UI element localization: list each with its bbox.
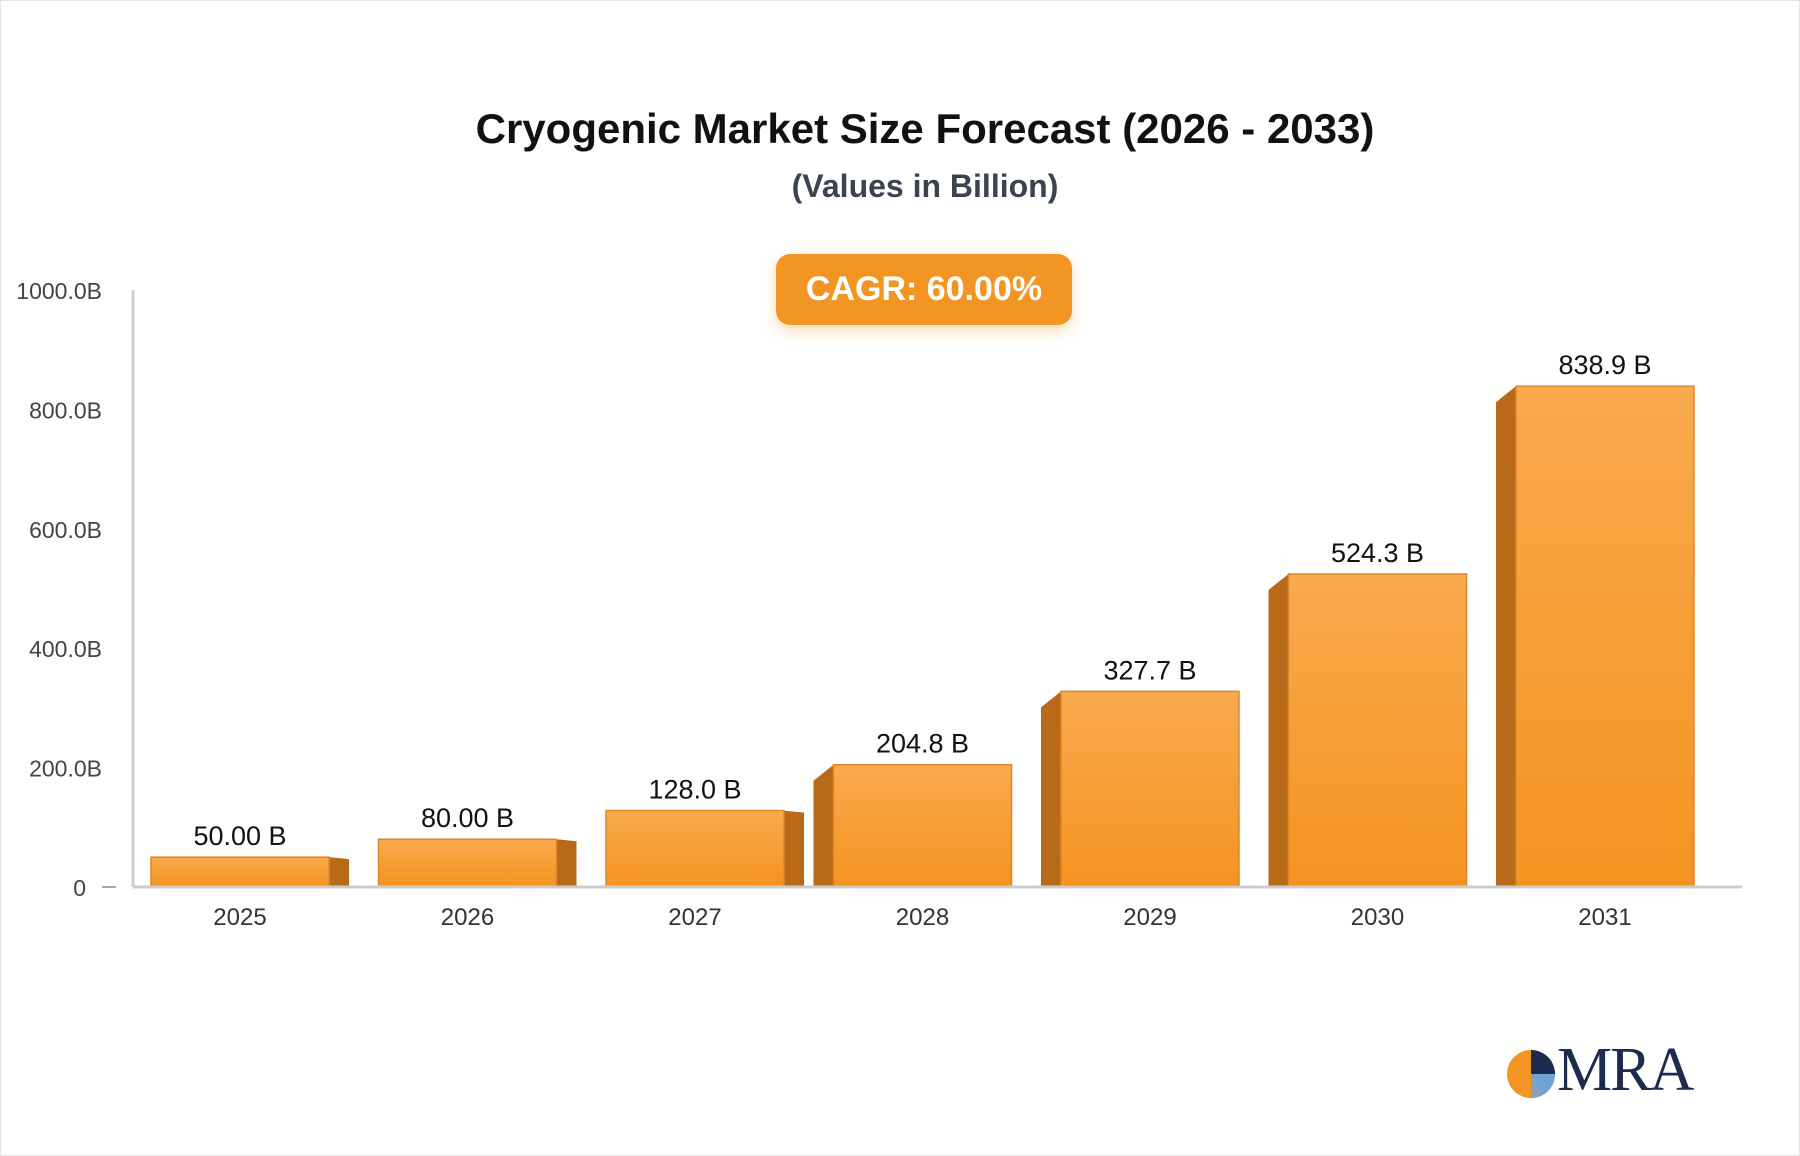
bar-2026: [377, 838, 577, 888]
logo-pie-icon: [1507, 1050, 1556, 1099]
bar-side: [813, 764, 834, 887]
y-tick-label: 200.0B: [29, 756, 102, 782]
x-tick-label: 2029: [1123, 904, 1176, 931]
bar-face: [1287, 573, 1468, 888]
x-tick-label: 2025: [213, 904, 266, 931]
bar-side: [1496, 386, 1516, 887]
value-label: 327.7 B: [1103, 655, 1196, 685]
y-tick-label: 600.0B: [29, 517, 102, 543]
axes-group: [102, 290, 1742, 889]
bar-side: [1041, 691, 1061, 887]
value-label: 50.00 B: [193, 821, 286, 851]
y-tick-label: 800.0B: [29, 397, 102, 423]
x-tick-label: 2031: [1578, 904, 1631, 931]
bar-face: [377, 838, 558, 888]
x-tick-label: 2027: [668, 904, 721, 931]
value-label: 524.3 B: [1331, 538, 1424, 568]
bar-face: [150, 856, 330, 888]
x-tick-label: 2028: [896, 904, 949, 931]
value-label: 838.9 B: [1558, 350, 1651, 380]
chart-title: Cryogenic Market Size Forecast (2026 - 2…: [475, 105, 1375, 152]
chart-subtitle: (Values in Billion): [791, 168, 1059, 204]
bar-side: [556, 839, 577, 887]
bar-face: [1060, 690, 1240, 888]
bar-2029: [1041, 690, 1240, 888]
y-tick-label: 0: [73, 875, 86, 901]
value-label: 204.8 B: [876, 729, 969, 759]
bar-face: [832, 763, 1013, 888]
y-tick-label: 1000.0B: [16, 278, 102, 304]
value-label: 128.0 B: [648, 775, 741, 805]
bar-side: [1268, 573, 1289, 887]
bar-side: [329, 857, 349, 887]
bar-face: [1515, 385, 1695, 888]
bar-side: [784, 810, 804, 887]
bar-2027: [605, 809, 804, 888]
bar-2025: [150, 856, 349, 888]
bar-face: [605, 809, 785, 888]
bar-2030: [1268, 573, 1468, 888]
bar-2031: [1496, 385, 1695, 888]
y-tick-label: 400.0B: [29, 636, 102, 662]
labels-group: 50.00 B 2025 80.00 B 2026 128.0 B 2027 204.8 B…: [16, 278, 1651, 931]
bars-group: [150, 385, 1695, 888]
bar-2028: [813, 763, 1013, 888]
mra-logo: MRA: [1505, 1036, 1695, 1104]
x-tick-label: 2026: [441, 904, 494, 931]
x-tick-label: 2030: [1351, 904, 1404, 931]
cagr-badge: CAGR: 60.00%: [776, 254, 1072, 325]
logo-text: MRA: [1557, 1036, 1694, 1104]
value-label: 80.00 B: [421, 803, 514, 833]
